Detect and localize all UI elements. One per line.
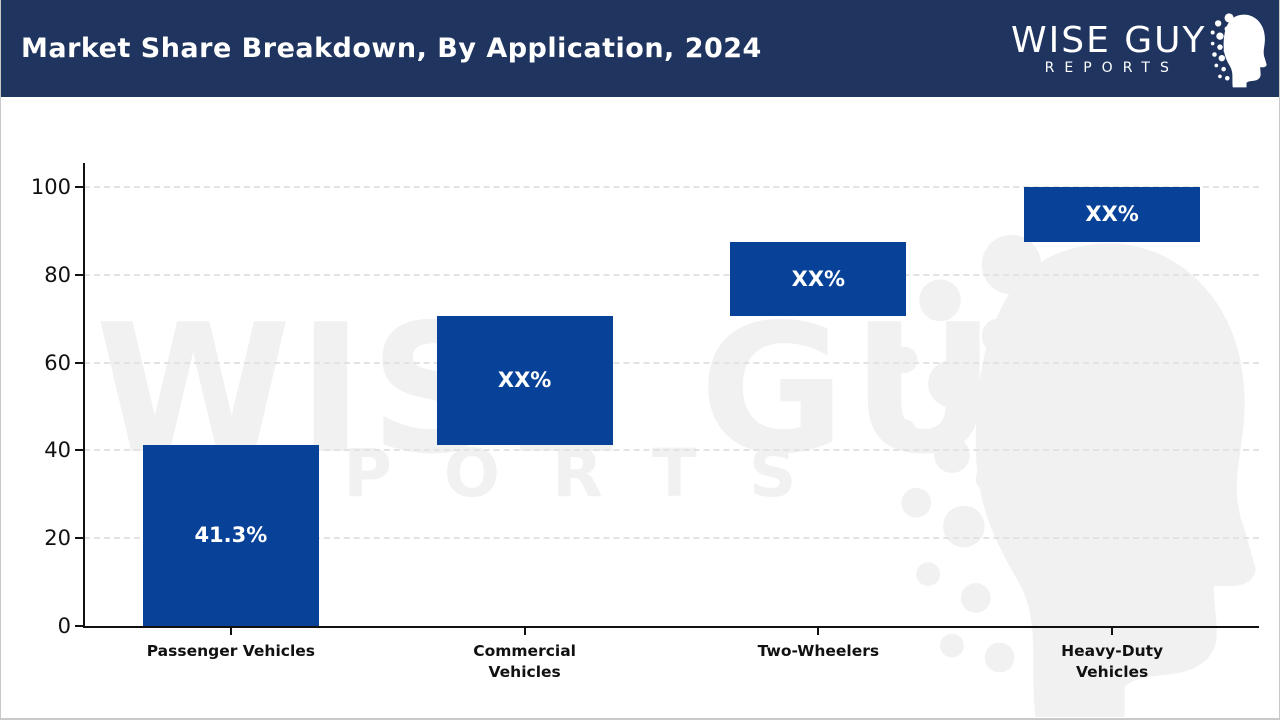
- gridline: [84, 537, 1259, 540]
- dotted-face-icon: [1210, 13, 1267, 88]
- chart-bar: 41.3%: [142, 444, 319, 626]
- page-title: Market Share Breakdown, By Application, …: [21, 33, 762, 64]
- chart-bar: XX%: [436, 316, 613, 445]
- wise-guy-logo: WISE GUY REPORTS: [1011, 8, 1267, 90]
- logo-subtitle: REPORTS: [1044, 60, 1179, 76]
- chart-bar: XX%: [1024, 187, 1201, 242]
- x-tick-mark: [1111, 628, 1114, 635]
- y-axis: [83, 163, 85, 628]
- x-category-label: Heavy-Duty Vehicles: [1061, 642, 1164, 681]
- gridline: [84, 361, 1259, 364]
- logo-wordmark: WISE GUY: [1011, 20, 1207, 61]
- gridline: [84, 449, 1259, 452]
- y-tick-label: 0: [57, 614, 71, 638]
- y-tick-mark: [75, 449, 83, 452]
- y-tick-label: 60: [44, 350, 71, 375]
- chart-area: WISE GUY REPORTS 0 20 40 60 80 100 41.3% Passen…: [1, 97, 1279, 718]
- y-tick-label: 20: [44, 526, 71, 551]
- bar-value-label: 41.3%: [194, 523, 268, 548]
- y-tick-mark: [75, 625, 83, 627]
- y-tick-label: 100: [30, 175, 71, 199]
- x-tick-mark: [523, 628, 526, 635]
- y-tick-mark: [75, 273, 83, 276]
- bar-value-label: XX%: [1085, 202, 1139, 227]
- y-tick-label: 40: [44, 438, 71, 463]
- y-tick-label: 80: [44, 262, 71, 287]
- y-tick-mark: [75, 537, 83, 540]
- gridline: [84, 273, 1259, 276]
- gridline: [84, 186, 1259, 188]
- y-tick-mark: [75, 361, 83, 364]
- x-category-label: Two-Wheelers: [757, 642, 880, 660]
- chart-bar: XX%: [730, 241, 907, 317]
- x-axis: [83, 626, 1259, 628]
- bar-value-label: XX%: [791, 266, 846, 291]
- header-bar: Market Share Breakdown, By Application, …: [1, 0, 1279, 97]
- x-category-label: Commercial Vehicles: [473, 642, 576, 681]
- x-tick-mark: [817, 628, 820, 635]
- y-tick-mark: [75, 186, 83, 188]
- x-category-label: Passenger Vehicles: [146, 642, 316, 660]
- logo-text: WISE GUY REPORTS: [1011, 20, 1207, 77]
- bar-value-label: XX%: [497, 368, 552, 393]
- x-tick-mark: [229, 628, 232, 635]
